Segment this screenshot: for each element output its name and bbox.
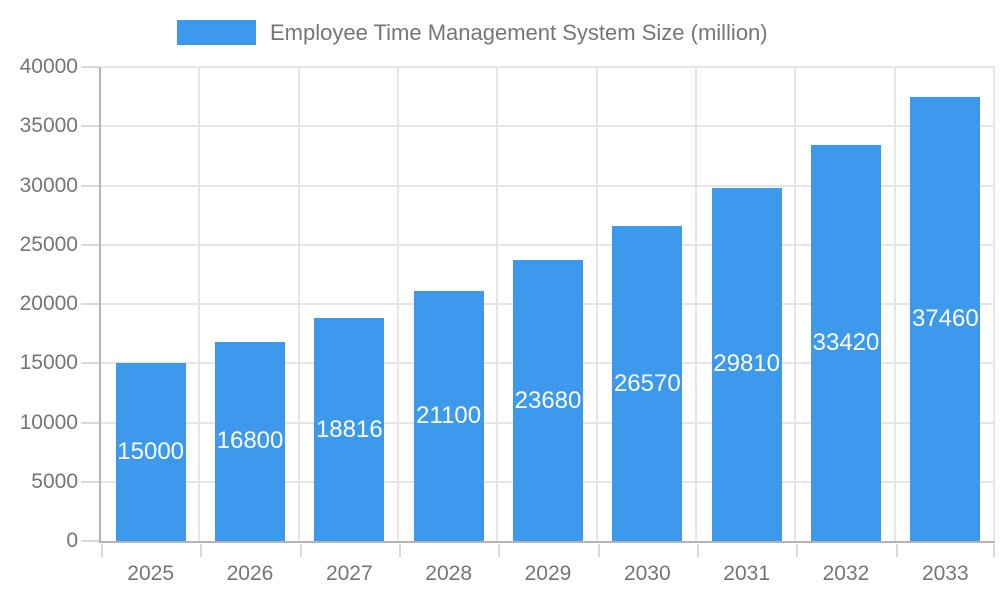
x-tick-label-2026: 2026 bbox=[226, 562, 274, 585]
gridline-x bbox=[794, 67, 797, 541]
gridline-x bbox=[695, 67, 697, 541]
x-axis-tick bbox=[200, 544, 203, 557]
x-tick-label-2029: 2029 bbox=[524, 562, 572, 585]
x-tick-label-2028: 2028 bbox=[425, 562, 473, 585]
legend-label: Employee Time Management System Size (mi… bbox=[270, 20, 768, 45]
x-tick-label-2031: 2031 bbox=[723, 562, 771, 585]
x-axis-tick bbox=[697, 544, 699, 557]
gridline-y-25000 bbox=[101, 243, 995, 246]
x-axis-tick bbox=[597, 544, 600, 557]
x-axis-tick bbox=[101, 544, 103, 557]
bar-2027[interactable]: 18816 bbox=[314, 318, 385, 541]
gridline-x bbox=[993, 67, 995, 541]
y-tick-label: 35000 bbox=[19, 114, 78, 138]
bar-value-label: 16800 bbox=[216, 427, 284, 455]
bar-value-label: 33420 bbox=[812, 328, 880, 356]
legend: Employee Time Management System Size (mi… bbox=[177, 20, 768, 45]
bar-2033[interactable]: 37460 bbox=[910, 97, 981, 541]
y-tick-label: 10000 bbox=[19, 410, 78, 434]
x-axis-tick bbox=[399, 544, 401, 557]
y-tick-label: 0 bbox=[66, 529, 78, 552]
bar-2032[interactable]: 33420 bbox=[811, 144, 881, 541]
y-axis-tick bbox=[81, 421, 99, 424]
y-tick-label: 25000 bbox=[19, 232, 78, 256]
y-axis-tick bbox=[81, 184, 99, 187]
bar-value-label: 18816 bbox=[315, 415, 383, 443]
x-axis-labels: 2025 2026 2027 2028 2029 2030 2031 2032 2033 bbox=[101, 560, 995, 590]
y-axis-tick bbox=[81, 303, 99, 305]
bar-2029[interactable]: 23680 bbox=[513, 260, 583, 541]
y-tick-label: 15000 bbox=[19, 351, 78, 375]
gridline-y-40000 bbox=[101, 66, 995, 68]
gridline-x bbox=[893, 67, 896, 541]
y-axis-tick bbox=[81, 480, 99, 483]
bar-value-label: 15000 bbox=[117, 438, 185, 466]
gridline-y-35000 bbox=[101, 125, 995, 128]
x-tick-label-2032: 2032 bbox=[822, 562, 870, 585]
bar-2026[interactable]: 16800 bbox=[215, 341, 285, 541]
bar-value-label: 37460 bbox=[911, 305, 979, 333]
y-tick-label: 30000 bbox=[19, 173, 78, 197]
bar-2031[interactable]: 29810 bbox=[711, 187, 782, 541]
x-tick-label-2025: 2025 bbox=[127, 562, 175, 585]
bar-value-label: 21100 bbox=[416, 401, 482, 429]
x-axis-tick bbox=[299, 544, 302, 557]
y-axis-tick bbox=[81, 125, 99, 128]
x-axis-tick bbox=[993, 544, 995, 557]
y-tick-label: 20000 bbox=[19, 292, 78, 315]
x-axis-tick bbox=[498, 544, 501, 557]
bar-value-label: 23680 bbox=[514, 386, 582, 414]
x-axis-tick bbox=[796, 544, 799, 557]
bar-2028[interactable]: 21100 bbox=[413, 290, 484, 541]
bar-value-label: 29810 bbox=[713, 350, 781, 378]
plot-area: 15000 16800 18816 21100 23680 26570 29810 33420… bbox=[81, 66, 995, 557]
gridline-x bbox=[496, 67, 499, 541]
x-tick-label-2030: 2030 bbox=[623, 562, 671, 585]
x-axis-tick bbox=[895, 544, 898, 557]
y-axis-tick bbox=[81, 243, 99, 246]
legend-color-swatch-icon bbox=[177, 20, 256, 45]
gridline-y-30000 bbox=[101, 184, 995, 187]
gridline-x bbox=[198, 67, 201, 541]
y-axis-tick bbox=[81, 362, 99, 365]
bar-2030[interactable]: 26570 bbox=[612, 226, 683, 541]
y-tick-label: 5000 bbox=[31, 469, 78, 493]
x-tick-label-2033: 2033 bbox=[921, 562, 969, 585]
gridline-x bbox=[297, 67, 300, 541]
x-tick-label-2027: 2027 bbox=[325, 562, 373, 585]
y-axis-tick bbox=[81, 540, 99, 542]
y-axis-tick bbox=[81, 66, 99, 68]
gridline-x bbox=[595, 67, 598, 541]
y-axis-labels: 0 5000 10000 15000 20000 25000 30000 35000 40000 bbox=[0, 55, 78, 552]
bar-2025[interactable]: 15000 bbox=[115, 363, 186, 541]
gridline-x bbox=[397, 67, 399, 541]
bar-value-label: 26570 bbox=[613, 369, 681, 397]
y-tick-label: 40000 bbox=[19, 55, 78, 78]
